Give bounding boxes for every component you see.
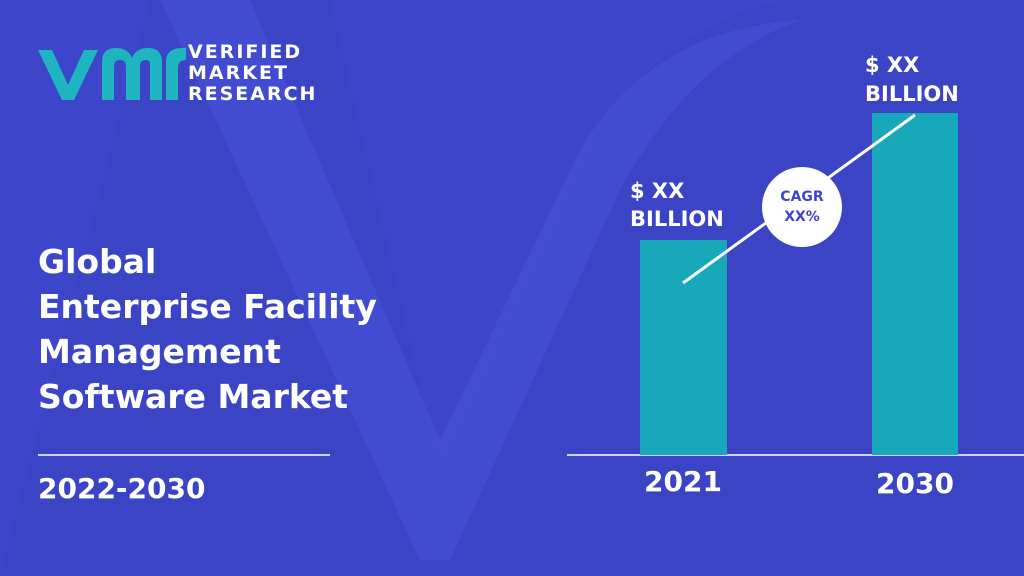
logo: VERIFIED MARKET RESEARCH bbox=[38, 41, 317, 105]
cagr-text: XX% bbox=[784, 209, 820, 225]
logo-text: VERIFIED bbox=[188, 41, 302, 63]
bar-label: $ XX bbox=[630, 179, 684, 203]
logo-mark bbox=[38, 50, 98, 100]
bar bbox=[640, 240, 727, 455]
bar-label: $ XX bbox=[865, 53, 919, 77]
logo-mark bbox=[102, 48, 162, 100]
cagr-badge bbox=[762, 167, 842, 247]
logo-text: MARKET bbox=[188, 62, 289, 84]
title-line: Software Market bbox=[38, 377, 348, 416]
year-label: 2030 bbox=[876, 467, 954, 500]
logo-mark bbox=[166, 48, 186, 100]
cagr-text: CAGR bbox=[780, 189, 824, 205]
title-line: Management bbox=[38, 332, 281, 371]
bar bbox=[872, 113, 958, 455]
period: 2022-2030 bbox=[38, 472, 205, 505]
background-v bbox=[160, 0, 800, 560]
bar-label: BILLION bbox=[630, 207, 724, 231]
logo-text: RESEARCH bbox=[188, 83, 317, 105]
title-line: Enterprise Facility bbox=[38, 287, 377, 326]
bar-label: BILLION bbox=[865, 82, 959, 106]
title-line: Global bbox=[38, 242, 156, 281]
year-label: 2021 bbox=[644, 465, 722, 498]
